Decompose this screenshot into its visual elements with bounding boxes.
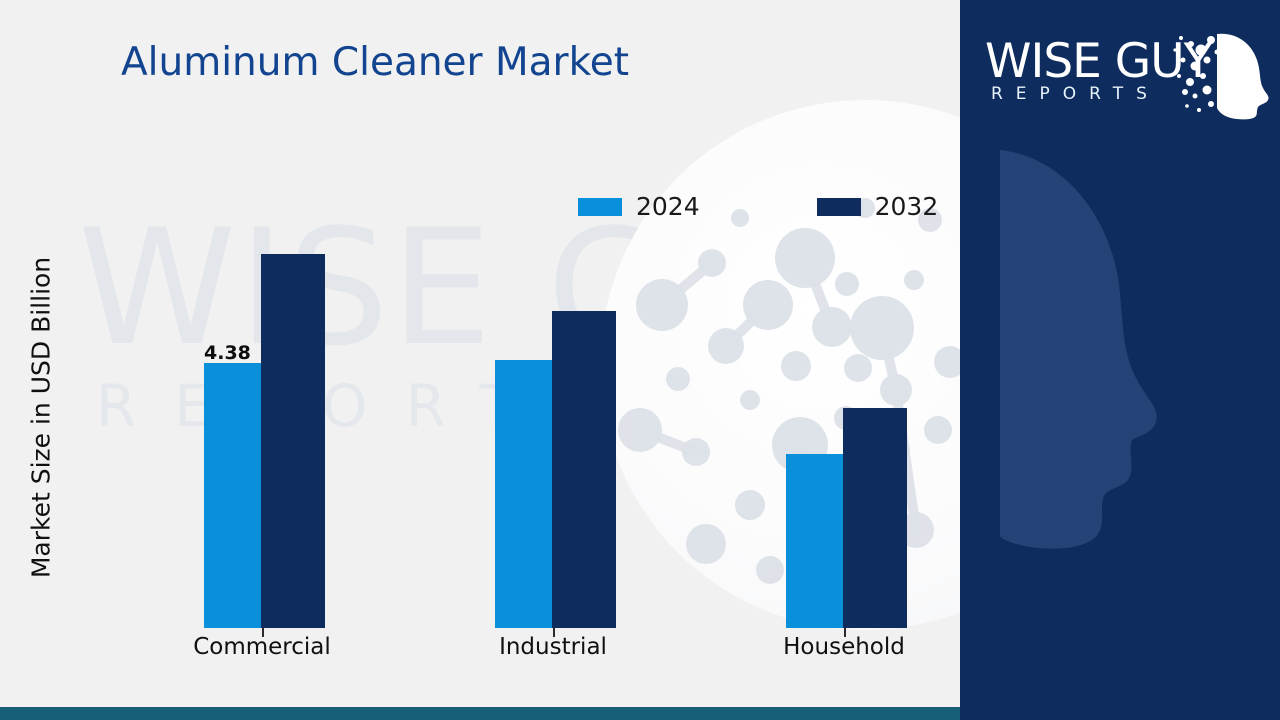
bar-value-label-commercial-2024: 4.38 (204, 342, 251, 364)
bar-industrial-2032[interactable] (552, 311, 616, 628)
page-title: Aluminum Cleaner Market (121, 40, 630, 85)
bar-household-2032[interactable] (843, 408, 907, 628)
footer-accent-strip (0, 707, 960, 720)
x-label-household: Household (783, 634, 905, 660)
plot-area: Market Size in USD Billion 4.38 Commerci… (26, 254, 907, 660)
x-label-commercial: Commercial (193, 634, 331, 660)
legend-item-2032[interactable]: 2032 (816, 192, 939, 221)
x-tick-commercial (262, 628, 264, 637)
legend-item-2024[interactable]: 2024 (578, 192, 700, 221)
logo-wordmark: WISE GUY (985, 34, 1212, 89)
logo-dotted-face-icon (1173, 33, 1269, 120)
face-silhouette-icon (1000, 150, 1157, 549)
legend-swatch-2024 (578, 197, 622, 216)
legend-label-2024: 2024 (636, 192, 700, 221)
wiseguy-logo: WISE GUY REPORTS (985, 33, 1270, 120)
y-axis-title: Market Size in USD Billion (26, 256, 56, 579)
x-tick-household (844, 628, 846, 637)
legend-swatch-2032 (816, 197, 861, 216)
x-label-industrial: Industrial (499, 634, 607, 660)
legend-label-2032: 2032 (874, 192, 939, 221)
x-tick-industrial (553, 628, 555, 637)
chart-legend: 2024 2032 (578, 192, 938, 221)
brand-panel (960, 0, 1280, 720)
bar-household-2024[interactable] (786, 454, 843, 628)
logo-tagline: REPORTS (991, 84, 1160, 104)
bar-commercial-2024[interactable] (204, 363, 261, 628)
bar-industrial-2024[interactable] (495, 360, 552, 628)
bar-commercial-2032[interactable] (261, 254, 325, 628)
